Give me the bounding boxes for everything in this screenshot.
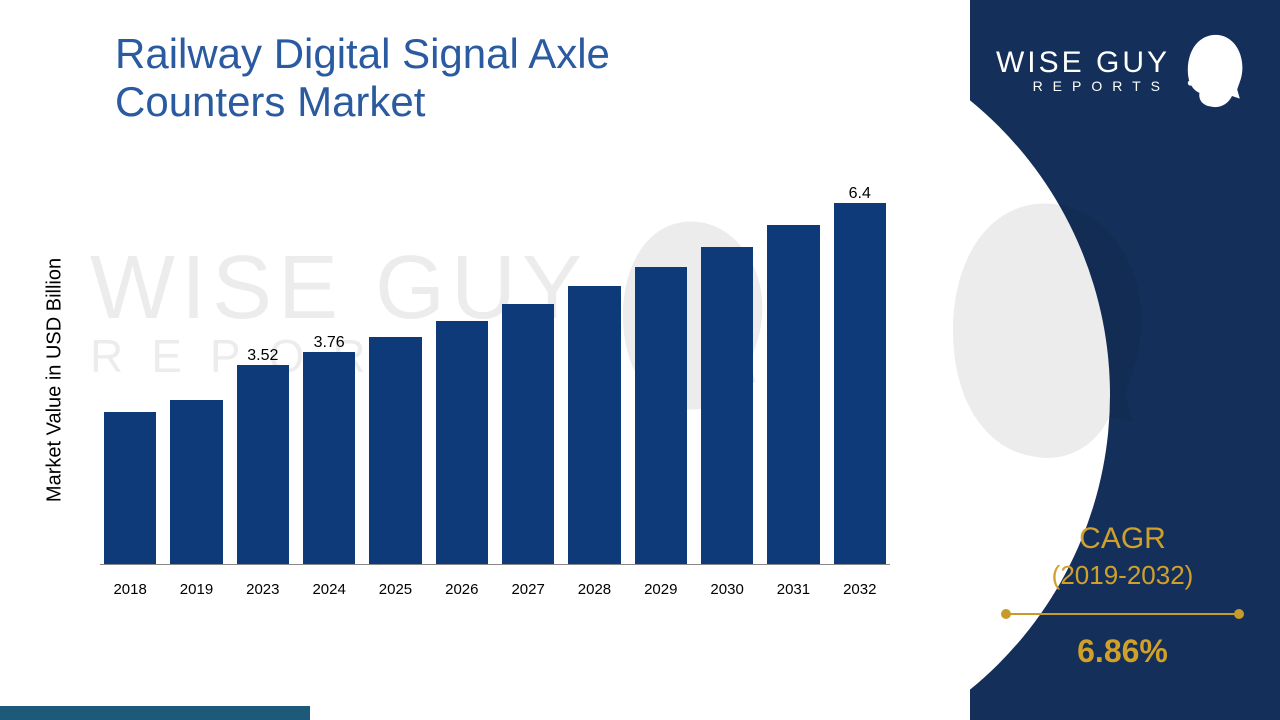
x-tick-label: 2025 bbox=[369, 575, 421, 605]
bar-column bbox=[436, 180, 488, 564]
bars-container: 3.52 3.76 6.4 bbox=[100, 180, 890, 564]
cagr-divider bbox=[1006, 613, 1239, 615]
bar bbox=[369, 337, 421, 564]
bar-column bbox=[568, 180, 620, 564]
brand-main: WISE GUY bbox=[996, 46, 1170, 80]
cagr-title: CAGR bbox=[1000, 522, 1245, 556]
x-ticks: 2018 2019 2023 2024 2025 2026 2027 2028 2029 2030… bbox=[100, 575, 890, 605]
chart-title: Railway Digital Signal Axle Counters Mar… bbox=[115, 30, 705, 127]
cagr-box: CAGR (2019-2032) 6.86% bbox=[1000, 522, 1245, 670]
bar-column: 6.4 bbox=[834, 180, 886, 564]
bar bbox=[303, 352, 355, 564]
bar bbox=[767, 225, 819, 564]
x-tick-label: 2026 bbox=[436, 575, 488, 605]
cagr-period: (2019-2032) bbox=[1000, 560, 1245, 591]
bar-column bbox=[635, 180, 687, 564]
x-tick-label: 2030 bbox=[701, 575, 753, 605]
x-tick-label: 2019 bbox=[170, 575, 222, 605]
brand-head-icon bbox=[1180, 30, 1245, 110]
x-tick-label: 2023 bbox=[237, 575, 289, 605]
x-tick-label: 2031 bbox=[767, 575, 819, 605]
x-tick-label: 2018 bbox=[104, 575, 156, 605]
plot-area: 3.52 3.76 6.4 bbox=[100, 180, 890, 565]
x-tick-label: 2027 bbox=[502, 575, 554, 605]
bar-column: 3.76 bbox=[303, 180, 355, 564]
bar bbox=[237, 365, 289, 564]
bar-column: 3.52 bbox=[237, 180, 289, 564]
cagr-value: 6.86% bbox=[1000, 633, 1245, 670]
x-tick-label: 2029 bbox=[635, 575, 687, 605]
bar bbox=[104, 412, 156, 564]
bar-column bbox=[502, 180, 554, 564]
brand-logo: WISE GUY REPORTS bbox=[996, 30, 1245, 110]
bar bbox=[170, 400, 222, 564]
bar-value-label: 6.4 bbox=[849, 185, 871, 203]
bar bbox=[436, 321, 488, 564]
x-tick-label: 2032 bbox=[834, 575, 886, 605]
bar-column bbox=[701, 180, 753, 564]
bar-value-label: 3.52 bbox=[247, 347, 278, 365]
chart-area: Market Value in USD Billion 3.523.766.4 … bbox=[55, 155, 890, 605]
bar-column bbox=[170, 180, 222, 564]
x-tick-label: 2024 bbox=[303, 575, 355, 605]
bar-column bbox=[767, 180, 819, 564]
accent-bar bbox=[0, 706, 310, 720]
x-axis-line bbox=[100, 564, 890, 565]
bar bbox=[502, 304, 554, 564]
bar bbox=[834, 203, 886, 564]
bar-value-label: 3.76 bbox=[314, 334, 345, 352]
watermark-head-right bbox=[930, 190, 1160, 475]
x-tick-label: 2028 bbox=[568, 575, 620, 605]
brand-sub: REPORTS bbox=[996, 78, 1170, 94]
bar-column bbox=[369, 180, 421, 564]
bar bbox=[568, 286, 620, 564]
bar bbox=[701, 247, 753, 564]
bar-column bbox=[104, 180, 156, 564]
bar bbox=[635, 267, 687, 564]
y-axis-label: Market Value in USD Billion bbox=[44, 258, 67, 502]
